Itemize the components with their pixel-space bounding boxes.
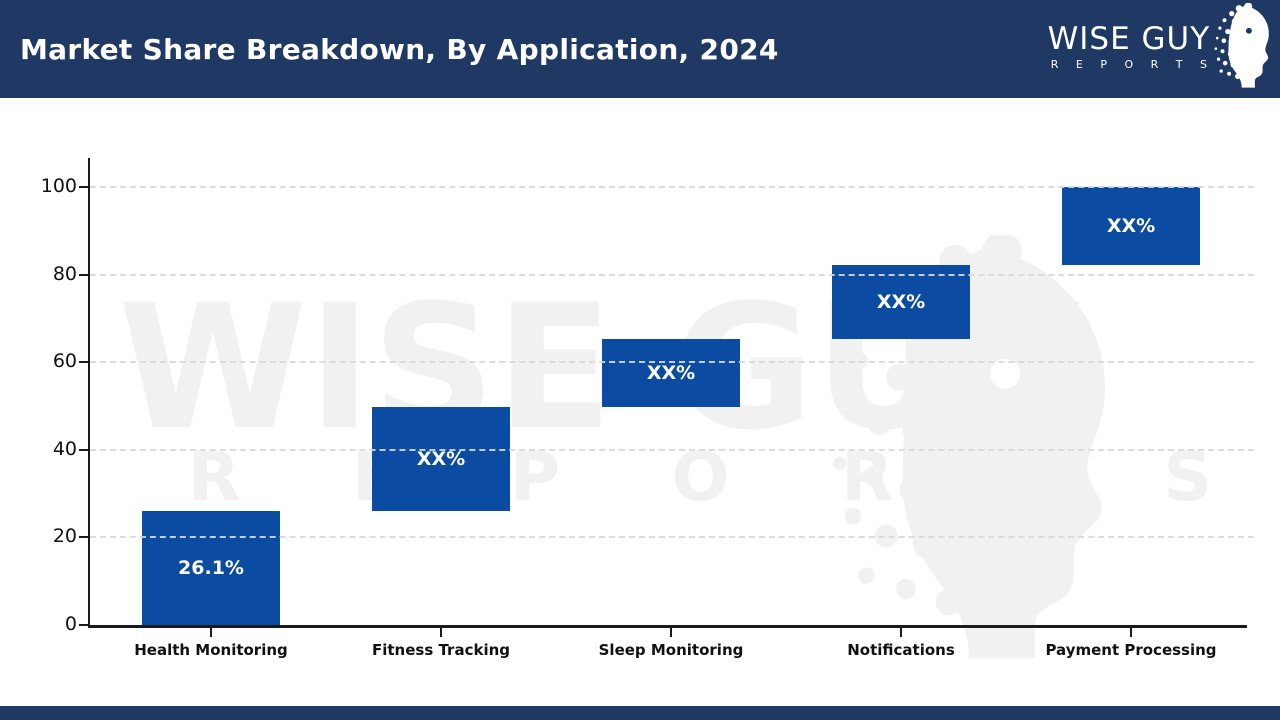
y-tick-mark-20 xyxy=(79,536,88,539)
bar-notifications: XX% xyxy=(832,264,970,339)
x-tick-label-sleep-monitoring: Sleep Monitoring xyxy=(598,641,744,659)
x-tick-label-payment-processing: Payment Processing xyxy=(1045,641,1217,659)
wiseguy-face-icon xyxy=(1208,2,1274,93)
y-tick-label-40: 40 xyxy=(52,437,77,460)
logo-brand-name: WISE GUY xyxy=(1047,21,1211,57)
y-tick-label-80: 80 xyxy=(52,262,77,285)
bar-payment-processing: XX% xyxy=(1062,187,1200,265)
bar-sleep-monitoring: XX% xyxy=(602,338,740,407)
logo-text: WISE GUY R E P O R T S xyxy=(1044,21,1214,71)
x-tick-label-fitness-tracking: Fitness Tracking xyxy=(371,641,511,659)
x-tick-label-health-monitoring: Health Monitoring xyxy=(134,641,288,659)
x-tick-mark-3 xyxy=(670,628,672,637)
footer-bar xyxy=(0,706,1280,720)
y-axis-line xyxy=(88,158,90,628)
logo-brand-subtitle: R E P O R T S xyxy=(1050,58,1214,71)
y-tick-mark-40 xyxy=(79,448,88,451)
gridline-60 xyxy=(90,361,1254,364)
y-tick-label-0: 0 xyxy=(64,613,77,635)
x-tick-label-notifications: Notifications xyxy=(847,641,955,659)
gridline-80 xyxy=(90,273,1254,276)
wiseguy-reports-logo: WISE GUY R E P O R T S xyxy=(1044,0,1274,98)
y-tick-mark-100 xyxy=(79,186,88,188)
y-tick-label-60: 60 xyxy=(52,350,77,373)
x-axis-line xyxy=(88,625,1247,628)
x-tick-mark-2 xyxy=(440,628,442,637)
y-tick-label-20: 20 xyxy=(52,525,77,548)
gridline-20 xyxy=(90,536,1254,539)
y-tick-mark-60 xyxy=(79,361,88,364)
header-bar: Market Share Breakdown, By Application, … xyxy=(0,0,1280,98)
bar-value-label: 26.1% xyxy=(178,556,244,579)
bar-value-label: XX% xyxy=(416,447,466,470)
y-tick-mark-80 xyxy=(79,273,88,276)
x-tick-mark-4 xyxy=(900,628,902,637)
x-tick-mark-5 xyxy=(1130,628,1132,637)
gridline-100 xyxy=(90,186,1254,188)
bar-health-monitoring: 26.1% xyxy=(142,510,280,625)
y-tick-label-100: 100 xyxy=(40,175,77,197)
bar-value-label: XX% xyxy=(876,290,926,313)
gridline-40 xyxy=(90,448,1254,451)
y-tick-mark-0 xyxy=(79,624,88,626)
bar-fitness-tracking: XX% xyxy=(372,406,510,511)
bar-value-label: XX% xyxy=(646,361,696,384)
bar-value-label: XX% xyxy=(1106,214,1156,237)
chart-title: Market Share Breakdown, By Application, … xyxy=(20,32,779,66)
x-tick-mark-1 xyxy=(210,628,212,637)
